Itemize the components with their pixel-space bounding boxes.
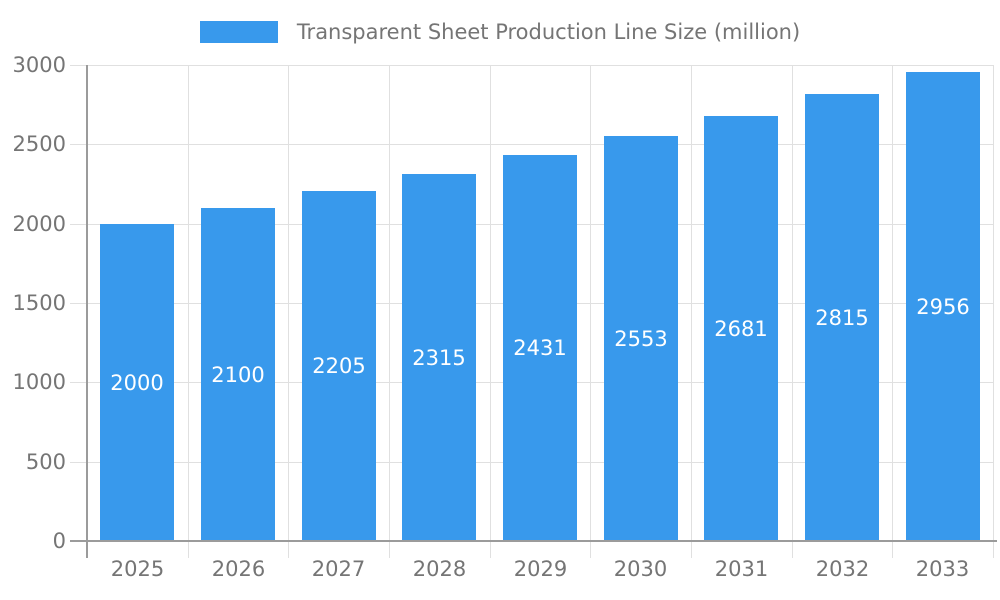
y-axis-label: 2500 — [12, 132, 66, 156]
bar: 2100 — [201, 208, 275, 541]
bar-value-label: 2431 — [513, 336, 567, 360]
y-axis-line — [86, 65, 88, 558]
gridline-v — [389, 65, 390, 541]
bar: 2681 — [704, 116, 778, 541]
y-axis-label: 1500 — [12, 291, 66, 315]
y-axis-tick — [70, 462, 87, 463]
x-axis-line — [70, 540, 997, 542]
x-axis-label: 2026 — [211, 557, 266, 581]
y-axis-tick — [70, 382, 87, 383]
gridline-h — [87, 144, 993, 145]
bar: 2431 — [503, 155, 577, 541]
x-axis-tick — [993, 541, 994, 558]
y-axis-tick — [70, 65, 87, 66]
bar-value-label: 2315 — [412, 345, 466, 370]
bar-value-label: 2956 — [916, 294, 970, 319]
bar: 2815 — [805, 94, 879, 541]
bar-value-label: 2815 — [815, 305, 869, 330]
gridline-v — [993, 65, 994, 541]
bar-value-label: 2681 — [714, 316, 768, 341]
bar: 2000 — [100, 224, 174, 541]
x-axis-tick — [691, 541, 692, 558]
chart-legend: Transparent Sheet Production Line Size (… — [0, 20, 1000, 44]
x-axis-tick — [288, 541, 289, 558]
x-axis-tick — [490, 541, 491, 558]
y-axis-tick — [70, 144, 87, 145]
x-axis-tick — [188, 541, 189, 558]
y-axis-label: 1000 — [12, 370, 66, 394]
bar: 2205 — [302, 191, 376, 541]
x-axis-tick — [892, 541, 893, 558]
y-axis-label: 2000 — [12, 212, 66, 236]
x-axis-label: 2028 — [412, 557, 467, 581]
bar: 2315 — [402, 174, 476, 541]
bar-value-label: 2000 — [110, 370, 164, 395]
x-axis-label: 2033 — [915, 557, 970, 581]
y-axis-tick — [70, 303, 87, 304]
y-axis-label: 3000 — [12, 53, 66, 77]
gridline-v — [188, 65, 189, 541]
gridline-v — [691, 65, 692, 541]
y-axis-tick — [70, 224, 87, 225]
y-axis-label: 500 — [25, 450, 66, 474]
x-axis-label: 2027 — [311, 557, 366, 581]
gridline-v — [490, 65, 491, 541]
x-axis-tick — [590, 541, 591, 558]
x-axis-label: 2030 — [613, 557, 668, 581]
gridline-h — [87, 65, 993, 66]
x-axis-tick — [792, 541, 793, 558]
gridline-v — [288, 65, 289, 541]
bar: 2956 — [906, 72, 980, 541]
bar-value-label: 2553 — [614, 326, 668, 351]
gridline-v — [892, 65, 893, 541]
bar: 2553 — [604, 136, 678, 541]
legend-label: Transparent Sheet Production Line Size (… — [296, 20, 801, 44]
y-axis-label: 0 — [52, 529, 66, 553]
gridline-v — [590, 65, 591, 541]
gridline-v — [792, 65, 793, 541]
x-axis-label: 2031 — [714, 557, 769, 581]
x-axis-label: 2025 — [110, 557, 165, 581]
x-axis-label: 2029 — [513, 557, 568, 581]
x-axis-label: 2032 — [815, 557, 870, 581]
legend-swatch — [199, 21, 278, 43]
bar-value-label: 2100 — [211, 362, 265, 387]
bar-value-label: 2205 — [312, 354, 366, 378]
x-axis-tick — [389, 541, 390, 558]
